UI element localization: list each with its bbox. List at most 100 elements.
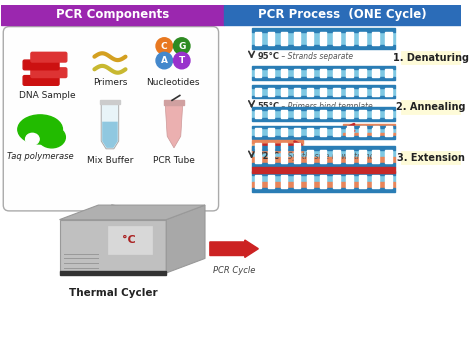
Bar [401,151,461,164]
Bar [252,146,395,150]
Bar [307,150,313,163]
Ellipse shape [38,126,65,148]
Bar [252,149,303,152]
Bar [359,32,365,45]
Bar [1,5,224,25]
Bar [252,143,303,149]
Text: Taq polymerase: Taq polymerase [7,152,73,161]
Bar [294,176,301,188]
Bar [333,176,339,188]
Text: °C: °C [122,235,136,245]
FancyBboxPatch shape [31,68,67,78]
Ellipse shape [26,133,39,145]
Text: Nucleotides: Nucleotides [146,78,200,87]
Bar [252,176,395,182]
Bar [268,176,274,188]
Bar [281,87,287,96]
Polygon shape [102,122,118,148]
Text: 2. Annealing: 2. Annealing [396,102,466,112]
Bar [255,110,261,118]
Polygon shape [60,205,205,220]
Bar [307,128,313,137]
Bar [252,140,303,143]
Bar [320,32,327,45]
Bar [252,118,395,121]
Bar [333,128,339,137]
Bar [359,110,365,118]
Bar [281,69,287,77]
FancyBboxPatch shape [23,60,59,70]
Bar [252,69,395,77]
Text: C: C [161,41,168,51]
Bar [108,226,152,253]
Bar [281,110,287,118]
Bar [346,128,353,137]
Bar [359,128,365,137]
Bar [373,128,379,137]
Bar [359,176,365,188]
Bar [373,110,379,118]
Text: 95°C: 95°C [257,52,279,61]
Bar [294,128,301,137]
Bar [252,87,395,96]
Bar [385,128,392,137]
Bar [252,150,395,157]
Bar [281,150,287,163]
Bar [224,5,461,25]
Bar [268,87,274,96]
Bar [344,133,395,135]
Bar [294,87,301,96]
Bar [373,32,379,45]
Bar [294,32,301,45]
Bar [373,150,379,163]
Bar [268,69,274,77]
Bar [385,176,392,188]
Text: T: T [179,56,185,65]
Polygon shape [60,220,166,273]
Text: – Strands separate: – Strands separate [279,52,353,61]
Bar [385,150,392,163]
Bar [60,271,166,275]
Text: – Primers bind template: – Primers bind template [279,102,373,111]
Bar [385,126,392,133]
Bar [252,110,395,118]
Bar [255,69,261,77]
Ellipse shape [18,115,63,144]
Bar [360,126,366,133]
Bar [346,69,353,77]
Circle shape [173,52,190,69]
Bar [255,87,261,96]
Bar [252,163,395,167]
FancyBboxPatch shape [23,75,59,85]
Text: PCR Components: PCR Components [56,8,170,21]
Text: Thermal Cycler: Thermal Cycler [69,287,157,298]
Bar [344,126,395,133]
Bar [333,150,339,163]
Bar [268,110,274,118]
Text: PCR Cycle: PCR Cycle [213,266,255,275]
Bar [252,96,395,98]
Bar [281,176,287,188]
Bar [294,150,301,163]
Bar [252,182,395,188]
Text: – Synthesise new strand: – Synthesise new strand [279,152,374,161]
Bar [346,176,353,188]
Bar [385,69,392,77]
Bar [252,77,395,80]
Bar [344,124,395,126]
Bar [252,28,395,32]
Bar [252,126,395,128]
FancyBboxPatch shape [3,27,219,211]
Text: 1. Denaturing: 1. Denaturing [393,53,469,63]
Bar [359,87,365,96]
Bar [255,32,261,45]
Bar [268,150,274,163]
Bar [294,110,301,118]
Bar [333,69,339,77]
Bar [307,176,313,188]
Bar [252,137,395,139]
Text: A: A [161,56,168,65]
Bar [401,51,461,65]
Text: 72°C: 72°C [257,152,279,161]
Bar [401,100,461,114]
